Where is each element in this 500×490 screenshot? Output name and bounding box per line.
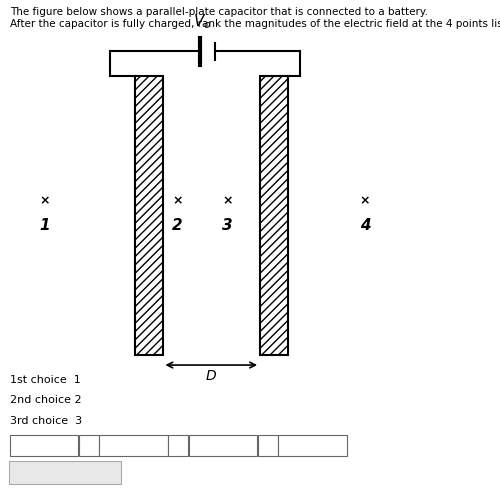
Text: ▼: ▼ [268,442,273,448]
Text: D: D [206,369,216,383]
Text: ?: ? [104,441,110,450]
Bar [135,76,162,355]
Text: 4: 4 [360,218,370,233]
FancyBboxPatch shape [168,435,188,456]
Text: ▼: ▼ [337,442,342,448]
Text: 2nd choice 2: 2nd choice 2 [10,395,82,405]
FancyBboxPatch shape [188,435,257,456]
Text: ×: × [172,195,183,207]
FancyBboxPatch shape [99,435,168,456]
Text: 3: 3 [222,218,233,233]
Text: $V_o$: $V_o$ [194,12,212,30]
Text: ×: × [40,195,50,207]
Text: ▼: ▼ [89,442,94,448]
Text: ?: ? [263,441,268,450]
Text: 4th choice  4: 4th choice 4 [10,437,83,446]
Text: ▼: ▼ [178,442,184,448]
Text: ▼: ▼ [248,442,252,448]
Text: ?: ? [174,441,178,450]
FancyBboxPatch shape [258,435,278,456]
Text: After the capacitor is fully charged, rank the magnitudes of the electric field : After the capacitor is fully charged, ra… [10,19,500,28]
Text: Submit response: Submit response [18,467,112,477]
Text: 1st choice  1: 1st choice 1 [10,375,81,385]
FancyBboxPatch shape [278,435,346,456]
Text: ▼: ▼ [158,442,163,448]
Bar [260,76,287,355]
Text: The figure below shows a parallel-plate capacitor that is connected to a battery: The figure below shows a parallel-plate … [10,7,428,17]
Text: 3rd choice  3: 3rd choice 3 [10,416,82,426]
Text: 1: 1 [40,218,50,233]
Text: ?: ? [284,441,288,450]
Text: 2: 2 [172,218,183,233]
Text: ▼: ▼ [68,442,73,448]
Text: ?: ? [15,441,20,450]
FancyBboxPatch shape [10,435,78,456]
Text: ?: ? [84,441,89,450]
Text: ×: × [222,195,233,207]
Text: ?: ? [194,441,199,450]
FancyBboxPatch shape [9,461,121,484]
Text: ×: × [360,195,370,207]
FancyBboxPatch shape [78,435,98,456]
